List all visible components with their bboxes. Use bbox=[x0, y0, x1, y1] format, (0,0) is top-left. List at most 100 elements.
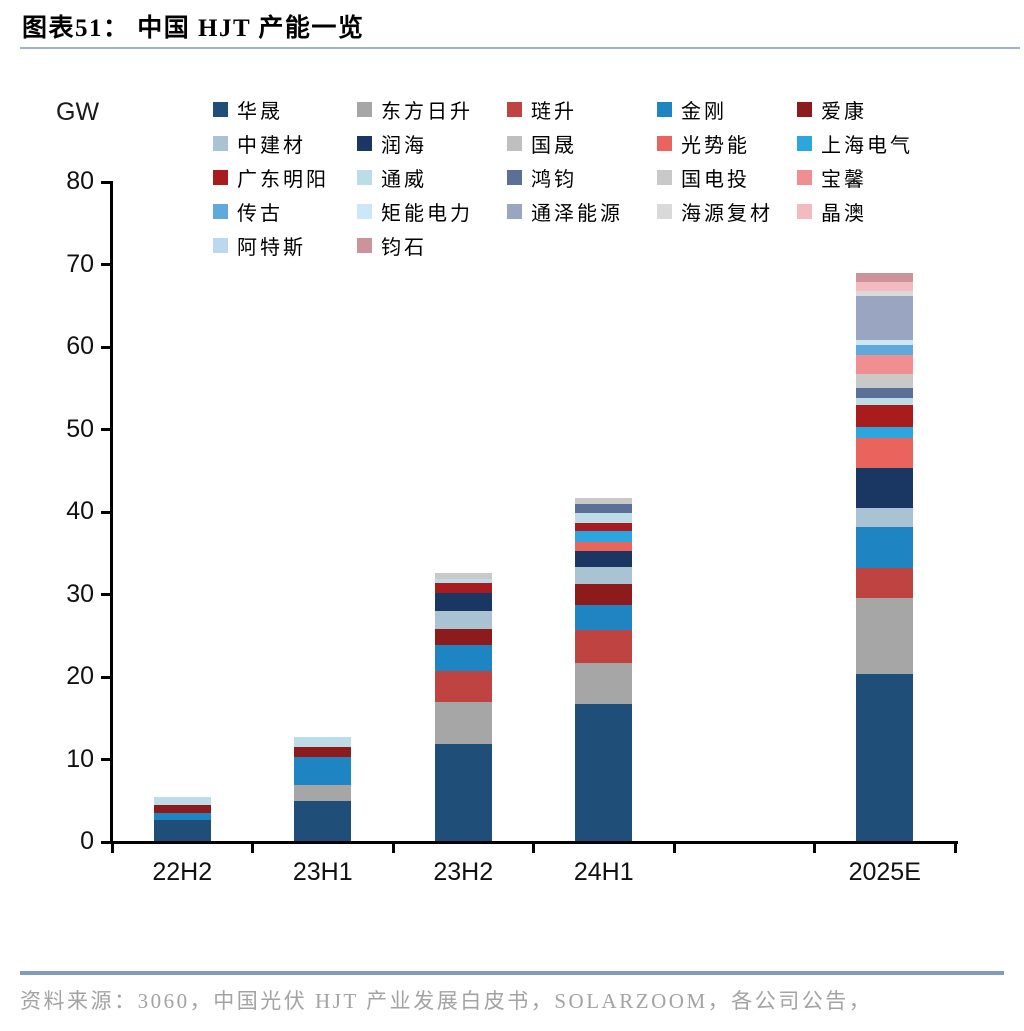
bar-segment-光势能 bbox=[856, 438, 914, 469]
y-axis-tick bbox=[101, 593, 110, 596]
legend-item: 广东明阳 bbox=[213, 163, 357, 192]
bar-segment-通威 bbox=[434, 578, 492, 583]
legend-swatch-icon bbox=[507, 101, 522, 117]
bar-segment-中建材 bbox=[575, 567, 633, 585]
legend-label: 鸿钧 bbox=[531, 168, 577, 191]
legend-label: 海源复材 bbox=[681, 202, 773, 225]
bar-segment-国电投 bbox=[856, 374, 914, 389]
x-axis-tick bbox=[672, 844, 676, 853]
legend-label: 琏升 bbox=[531, 100, 577, 123]
legend-swatch-icon bbox=[797, 101, 812, 117]
y-axis-tick-label: 80 bbox=[66, 167, 94, 195]
x-axis-tick bbox=[532, 844, 535, 853]
legend-swatch-icon bbox=[507, 135, 522, 151]
legend-swatch-icon bbox=[657, 101, 672, 117]
bar-segment-光势能 bbox=[575, 541, 633, 551]
bar-segment-润海 bbox=[856, 468, 914, 508]
y-axis-tick bbox=[101, 510, 110, 514]
bar-segment-国电投 bbox=[434, 572, 492, 579]
legend-swatch-icon bbox=[213, 237, 228, 253]
legend-label: 钧石 bbox=[381, 236, 427, 259]
legend-item: 矩能电力 bbox=[357, 197, 507, 226]
bar-segment-中建材 bbox=[434, 610, 492, 629]
legend-label: 宝馨 bbox=[821, 168, 867, 191]
x-axis-category-label: 2025E bbox=[848, 858, 921, 886]
legend-item: 钧石 bbox=[357, 231, 507, 260]
bar-segment-金刚 bbox=[294, 756, 352, 785]
legend-label: 爱康 bbox=[821, 100, 867, 123]
bar-segment-鸿钧 bbox=[575, 504, 633, 513]
bar-segment-爱康 bbox=[434, 628, 492, 645]
bar-segment-金刚 bbox=[856, 526, 914, 568]
bar-segment-金刚 bbox=[575, 605, 633, 630]
bar-segment-爱康 bbox=[575, 584, 633, 606]
legend-swatch-icon bbox=[657, 169, 672, 185]
legend-label: 通泽能源 bbox=[531, 202, 623, 225]
legend-item: 上海电气 bbox=[797, 129, 967, 158]
y-axis-tick bbox=[101, 180, 110, 184]
page-title: 图表51： 中国 HJT 产能一览 bbox=[22, 15, 365, 42]
legend-label: 广东明阳 bbox=[237, 168, 329, 191]
legend-item: 润海 bbox=[357, 129, 507, 158]
bar-segment-琏升 bbox=[434, 671, 492, 703]
bar-segment-东方日升 bbox=[856, 598, 914, 675]
legend-swatch-icon bbox=[797, 169, 812, 185]
footer-divider bbox=[20, 971, 1004, 975]
y-axis-tick-label: 40 bbox=[66, 497, 94, 525]
y-axis-tick-label: 0 bbox=[80, 827, 94, 855]
legend-label: 晶澳 bbox=[821, 202, 867, 225]
x-axis-category-label: 24H1 bbox=[573, 858, 634, 886]
legend-swatch-icon bbox=[797, 203, 812, 219]
legend-swatch-icon bbox=[357, 237, 372, 253]
legend-item: 中建材 bbox=[213, 129, 357, 158]
y-axis-tick bbox=[101, 675, 110, 679]
bar-segment-琏升 bbox=[856, 567, 914, 599]
legend-item: 宝馨 bbox=[797, 163, 967, 192]
bar-segment-海源复材 bbox=[856, 290, 914, 296]
bar-segment-通威 bbox=[575, 512, 633, 524]
y-axis-tick bbox=[101, 263, 110, 266]
legend-label: 通威 bbox=[381, 168, 427, 191]
bar-segment-鸿钧 bbox=[856, 388, 914, 398]
x-axis-category-label: 23H1 bbox=[292, 858, 353, 886]
legend-swatch-icon bbox=[213, 169, 228, 185]
legend-item: 国电投 bbox=[657, 163, 797, 192]
y-axis-tick-label: 10 bbox=[66, 744, 94, 773]
legend-swatch-icon bbox=[213, 135, 228, 151]
bar-segment-广东明阳 bbox=[856, 404, 914, 427]
y-axis-tick bbox=[101, 758, 110, 761]
bar-segment-上海电气 bbox=[856, 426, 914, 439]
legend-item: 金刚 bbox=[657, 95, 797, 124]
bar-segment-通威 bbox=[294, 737, 352, 747]
bar-segment-晶澳 bbox=[856, 282, 914, 291]
legend-item: 琏升 bbox=[507, 95, 657, 124]
y-axis-tick-label: 60 bbox=[66, 332, 94, 360]
source-text: 资料来源：3060，中国光伏 HJT 产业发展白皮书，SOLARZOOM，各公司… bbox=[20, 989, 873, 1013]
bar-segment-通泽能源 bbox=[856, 295, 914, 341]
legend-item: 通泽能源 bbox=[507, 197, 657, 226]
legend-swatch-icon bbox=[357, 169, 372, 185]
legend-label: 东方日升 bbox=[381, 100, 473, 123]
y-axis-tick bbox=[101, 428, 110, 431]
legend-label: 润海 bbox=[381, 134, 427, 157]
legend-swatch-icon bbox=[507, 203, 522, 219]
x-axis-line bbox=[110, 841, 958, 844]
y-axis-tick bbox=[101, 840, 110, 844]
x-axis-tick bbox=[813, 844, 816, 853]
legend-item: 光势能 bbox=[657, 129, 797, 158]
bar-segment-中建材 bbox=[856, 507, 914, 527]
y-axis-tick-label: 70 bbox=[66, 249, 94, 278]
bar-segment-国电投 bbox=[575, 497, 633, 505]
bar-segment-广东明阳 bbox=[434, 582, 492, 593]
bar-segment-传古 bbox=[856, 345, 914, 356]
title-underline bbox=[20, 47, 1020, 49]
legend-swatch-icon bbox=[657, 135, 672, 151]
bar-segment-华晟 bbox=[294, 800, 352, 841]
y-axis-tick bbox=[101, 345, 110, 349]
legend-label: 国电投 bbox=[681, 168, 750, 191]
bar-segment-通威 bbox=[856, 397, 914, 405]
legend-swatch-icon bbox=[657, 203, 672, 219]
bar-segment-爱康 bbox=[294, 746, 352, 757]
legend-label: 国晟 bbox=[531, 134, 577, 157]
legend-label: 光势能 bbox=[681, 134, 750, 157]
